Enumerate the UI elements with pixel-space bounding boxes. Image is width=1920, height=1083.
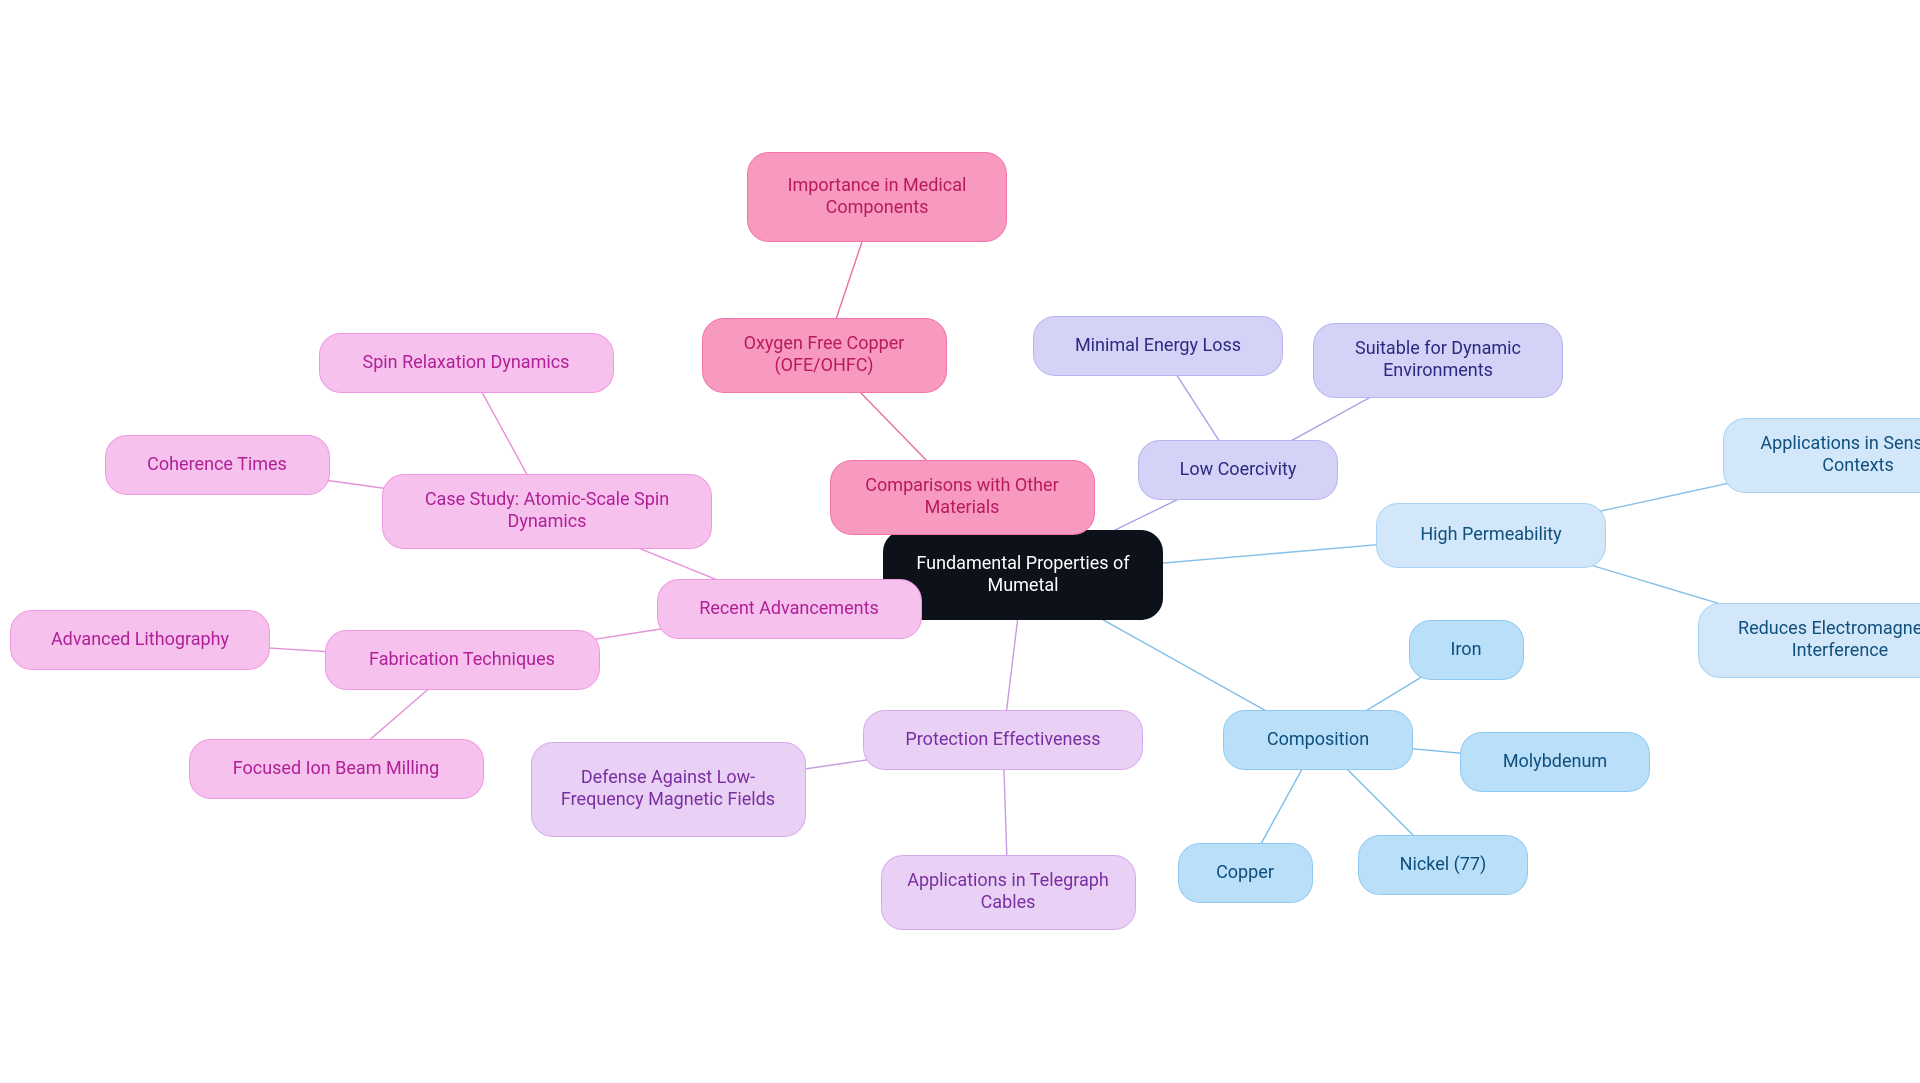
node-reducemi: Reduces Electromagnetic Interference	[1698, 603, 1920, 678]
node-iron: Iron	[1409, 620, 1524, 680]
mindmap-canvas: Fundamental Properties of Mumetal High Pe…	[0, 0, 1920, 1083]
node-molyb: Molybdenum	[1460, 732, 1650, 792]
node-ionbeam: Focused Ion Beam Milling	[189, 739, 484, 799]
node-protection: Protection Effectiveness	[863, 710, 1143, 770]
node-sensctx: Applications in Sensitive Contexts	[1723, 418, 1920, 493]
node-telegraph: Applications in Telegraph Cables	[881, 855, 1136, 930]
node-comparisons: Comparisons with Other Materials	[830, 460, 1095, 535]
node-composition: Composition	[1223, 710, 1413, 770]
node-lowfreq: Defense Against Low-Frequency Magnetic F…	[531, 742, 806, 837]
node-fabrication: Fabrication Techniques	[325, 630, 600, 690]
node-coherence: Coherence Times	[105, 435, 330, 495]
node-lowcoerc: Low Coercivity	[1138, 440, 1338, 500]
node-spinrelax: Spin Relaxation Dynamics	[319, 333, 614, 393]
node-litho: Advanced Lithography	[10, 610, 270, 670]
node-casestudy: Case Study: Atomic-Scale Spin Dynamics	[382, 474, 712, 549]
node-dynenv: Suitable for Dynamic Environments	[1313, 323, 1563, 398]
node-root: Fundamental Properties of Mumetal	[883, 530, 1163, 620]
node-nickel: Nickel (77)	[1358, 835, 1528, 895]
node-minloss: Minimal Energy Loss	[1033, 316, 1283, 376]
node-medical: Importance in Medical Components	[747, 152, 1007, 242]
node-ofc: Oxygen Free Copper (OFE/OHFC)	[702, 318, 947, 393]
node-copper: Copper	[1178, 843, 1313, 903]
node-permeability: High Permeability	[1376, 503, 1606, 568]
node-recent: Recent Advancements	[657, 579, 922, 639]
